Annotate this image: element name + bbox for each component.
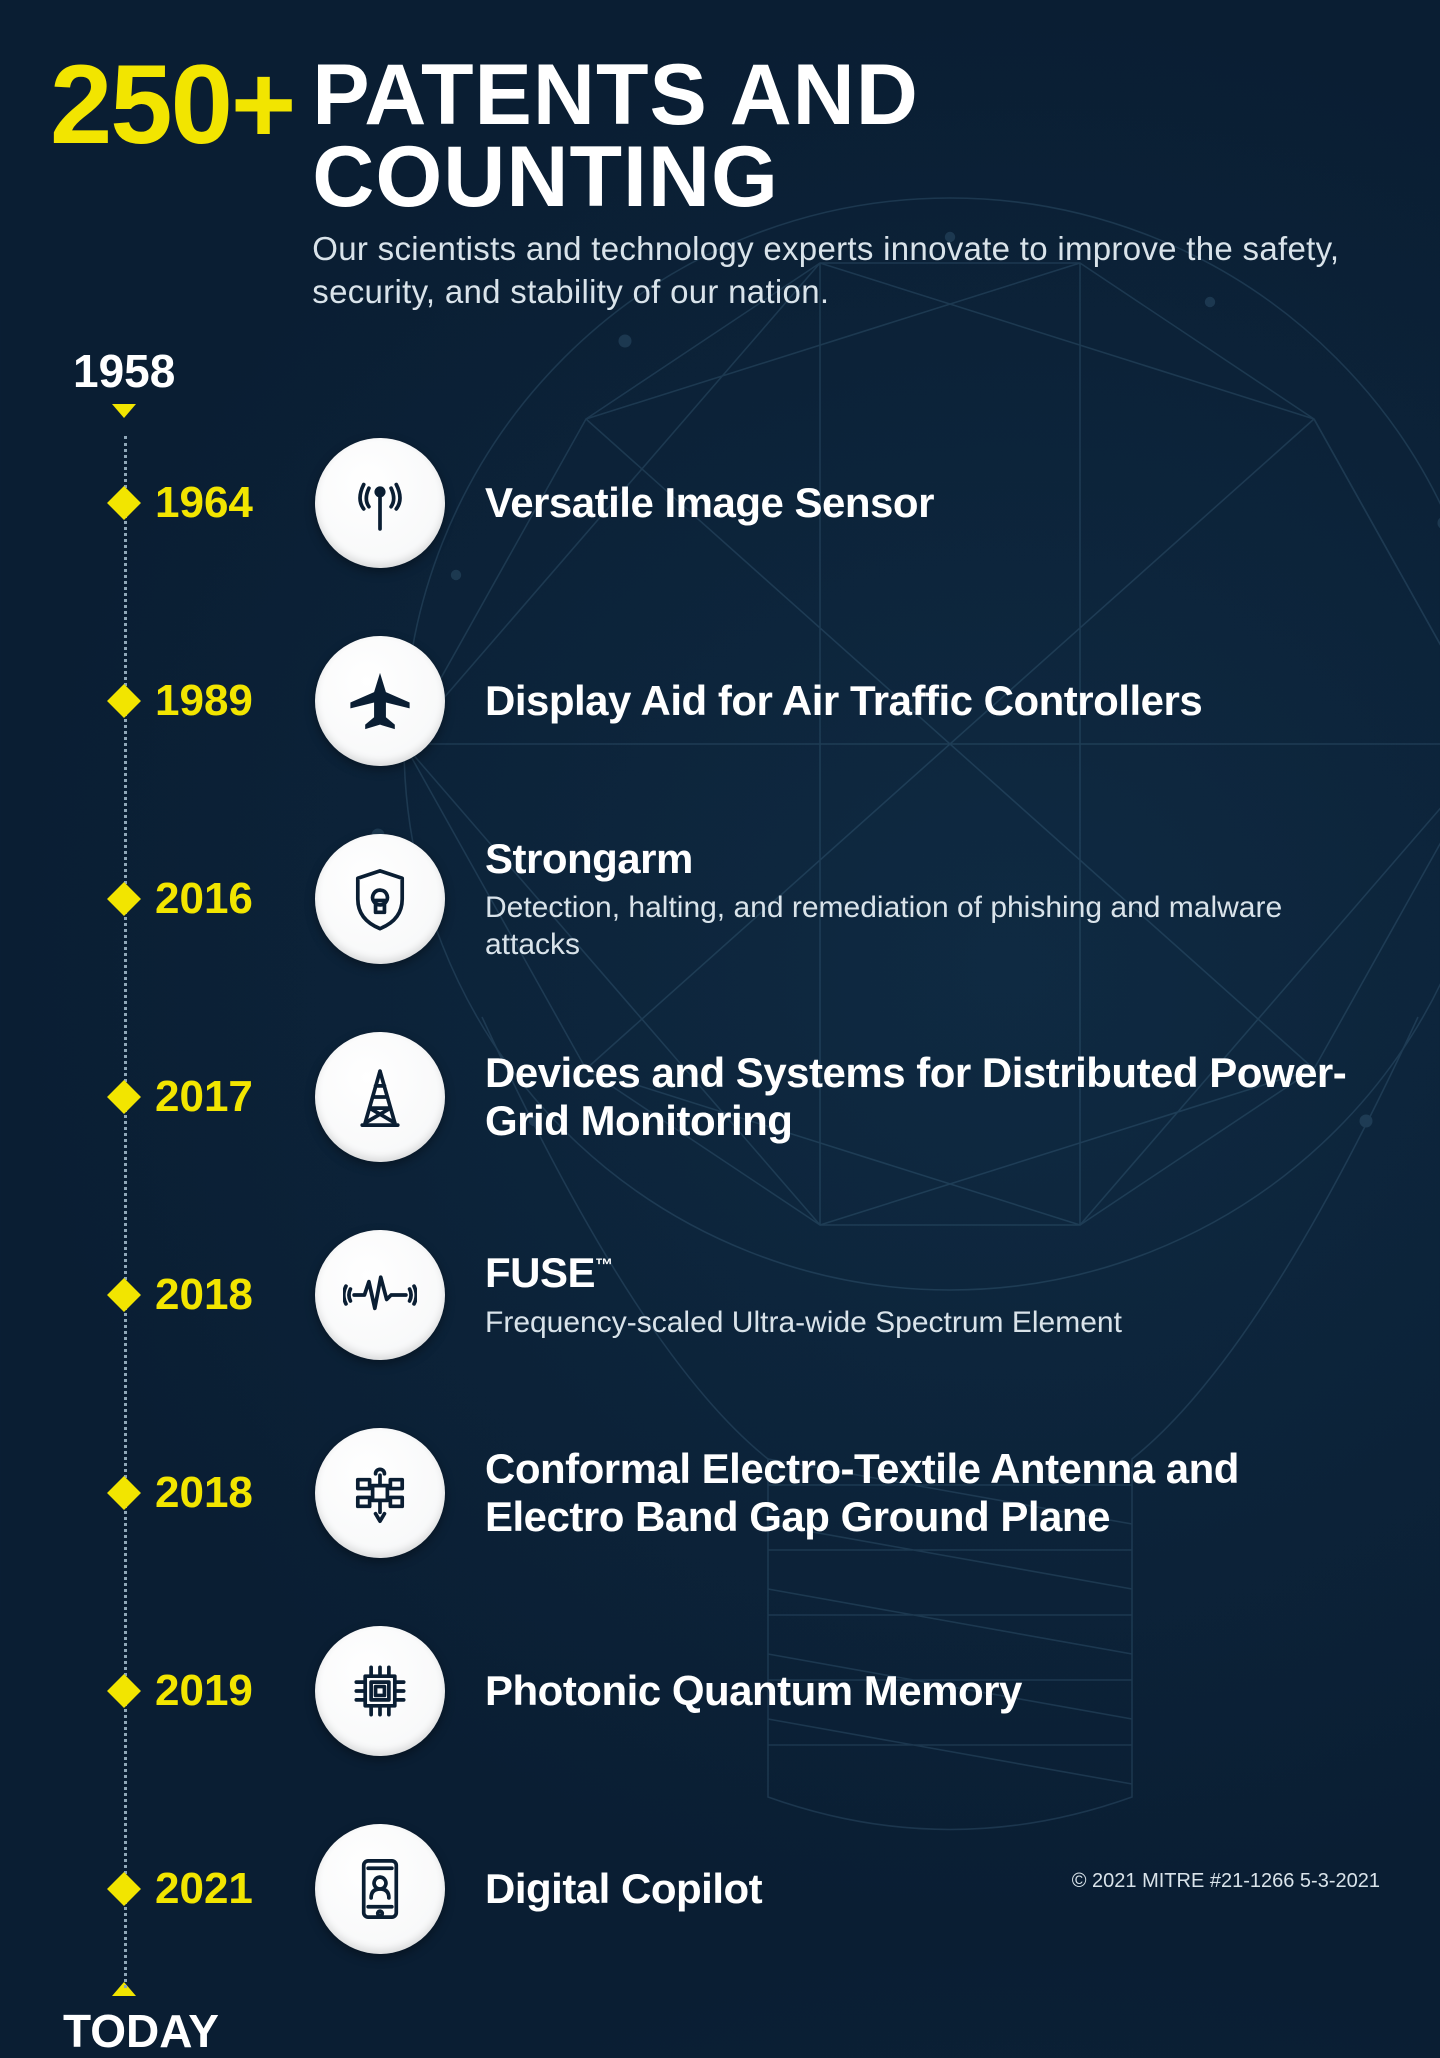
timeline-diamond-marker [107, 1872, 141, 1906]
timeline-item-title: Conformal Electro-Textile Antenna and El… [485, 1445, 1380, 1542]
timeline-item-title-text: Digital Copilot [485, 1865, 762, 1912]
timeline-item-text: Versatile Image Sensor [485, 479, 1380, 527]
timeline-item-title-text: Display Aid for Air Traffic Controllers [485, 677, 1202, 724]
timeline-year: 2021 [155, 1864, 315, 1914]
timeline-item: 2019 Photonic Quantum Memory [85, 1626, 1380, 1756]
timeline-year: 2016 [155, 874, 315, 924]
timeline-item: 1989 Display Aid for Air Traffic Controll… [85, 636, 1380, 766]
timeline-item-title-text: Strongarm [485, 835, 693, 882]
copyright-text: © 2021 MITRE #21-1266 5-3-2021 [1072, 1870, 1380, 1893]
timeline-year: 1989 [155, 676, 315, 726]
timeline-item-title: FUSE™ [485, 1249, 1380, 1297]
timeline-item-text: Strongarm Detection, halting, and remedia… [485, 835, 1380, 964]
timeline-year: 2018 [155, 1270, 315, 1320]
timeline-diamond-marker [107, 1080, 141, 1114]
timeline-year: 2019 [155, 1666, 315, 1716]
timeline-item-description: Frequency-scaled Ultra-wide Spectrum Ele… [485, 1304, 1380, 1342]
header-subtitle: Our scientists and technology experts in… [312, 228, 1380, 314]
satellite-icon [315, 1428, 445, 1558]
header-text-block: PATENTS AND COUNTING Our scientists and … [312, 55, 1380, 314]
timeline-item-text: FUSE™ Frequency-scaled Ultra-wide Spectru… [485, 1249, 1380, 1341]
timeline-year: 2017 [155, 1072, 315, 1122]
timeline-item: 2017 Devices and Systems for Distributed … [85, 1032, 1380, 1162]
pulse-icon [315, 1230, 445, 1360]
timeline-item-title: Versatile Image Sensor [485, 479, 1380, 527]
timeline-item-title: Photonic Quantum Memory [485, 1667, 1380, 1715]
timeline-start-year: 1958 [73, 344, 1368, 398]
timeline: 1958 1964 Versatile Image Sensor 1989 Displ… [50, 344, 1380, 2058]
timeline-item-text: Photonic Quantum Memory [485, 1667, 1380, 1715]
timeline-item-title: Strongarm [485, 835, 1380, 883]
timeline-diamond-marker [107, 684, 141, 718]
shield-icon [315, 834, 445, 964]
antenna-icon [315, 438, 445, 568]
timeline-item: 2018 Conformal Electro-Textile Antenna an… [85, 1428, 1380, 1558]
timeline-item-text: Display Aid for Air Traffic Controllers [485, 677, 1380, 725]
chip-icon [315, 1626, 445, 1756]
timeline-diamond-marker [107, 486, 141, 520]
timeline-item-title: Devices and Systems for Distributed Powe… [485, 1049, 1380, 1146]
timeline-item-title-text: Devices and Systems for Distributed Powe… [485, 1049, 1346, 1144]
header: 250+ PATENTS AND COUNTING Our scientists… [50, 55, 1380, 314]
timeline-item-title-text: Photonic Quantum Memory [485, 1667, 1022, 1714]
timeline-items-container: 1964 Versatile Image Sensor 1989 Display Ai… [85, 418, 1380, 1954]
timeline-item: 1964 Versatile Image Sensor [85, 438, 1380, 568]
timeline-item-title-text: FUSE [485, 1249, 595, 1296]
header-title: PATENTS AND COUNTING [312, 55, 1380, 218]
timeline-item-text: Conformal Electro-Textile Antenna and El… [485, 1445, 1380, 1542]
timeline-diamond-marker [107, 882, 141, 916]
infographic-page: 250+ PATENTS AND COUNTING Our scientists… [0, 0, 1440, 1931]
trademark-symbol: ™ [595, 1255, 613, 1275]
timeline-item-title: Display Aid for Air Traffic Controllers [485, 677, 1380, 725]
timeline-diamond-marker [107, 1278, 141, 1312]
timeline-year: 1964 [155, 478, 315, 528]
phone-icon [315, 1824, 445, 1954]
timeline-diamond-marker [107, 1476, 141, 1510]
timeline-item: 2016 Strongarm Detection, halting, and rem… [85, 834, 1380, 964]
airplane-icon [315, 636, 445, 766]
timeline-item-title-text: Versatile Image Sensor [485, 479, 934, 526]
timeline-item-text: Devices and Systems for Distributed Powe… [485, 1049, 1380, 1146]
timeline-item: 2018 FUSE™ Frequency-scaled Ultra-wide Spe… [85, 1230, 1380, 1360]
timeline-arrow-top [112, 404, 136, 418]
timeline-year: 2018 [155, 1468, 315, 1518]
timeline-item-description: Detection, halting, and remediation of p… [485, 889, 1380, 964]
patent-count: 250+ [50, 55, 294, 156]
timeline-diamond-marker [107, 1674, 141, 1708]
timeline-item-title-text: Conformal Electro-Textile Antenna and El… [485, 1445, 1239, 1540]
tower-icon [315, 1032, 445, 1162]
timeline-end-label: TODAY [63, 2004, 1358, 2058]
